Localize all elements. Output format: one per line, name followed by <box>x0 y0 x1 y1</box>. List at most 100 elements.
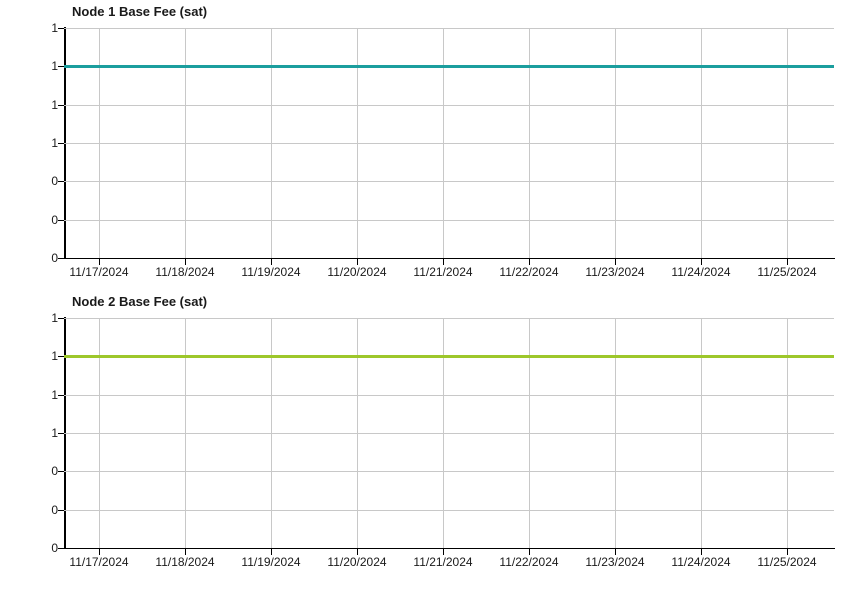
gridline-h <box>64 395 834 396</box>
x-axis-line-node-2 <box>64 548 835 549</box>
y-tick-label: 1 <box>51 311 58 325</box>
x-tick-label: 11/17/2024 <box>69 265 129 279</box>
gridline-v <box>357 318 358 548</box>
x-tick-label: 11/25/2024 <box>757 555 817 569</box>
series-marker <box>580 65 583 68</box>
x-tick-label: 11/21/2024 <box>413 555 473 569</box>
y-tick-label: 0 <box>51 251 58 265</box>
gridline-v <box>271 318 272 548</box>
gridline-h <box>64 28 834 29</box>
x-tick <box>787 549 788 555</box>
x-tick-label: 11/23/2024 <box>585 555 645 569</box>
y-tick <box>58 471 64 472</box>
x-tick-label: 11/21/2024 <box>413 265 473 279</box>
gridline-v <box>787 28 788 258</box>
gridline-v <box>99 28 100 258</box>
plot-area-node-1 <box>64 28 834 258</box>
x-tick-label: 11/19/2024 <box>241 265 301 279</box>
x-tick-label: 11/22/2024 <box>499 265 559 279</box>
plot-area-node-2 <box>64 318 834 548</box>
gridline-v <box>185 28 186 258</box>
y-tick-label: 0 <box>51 503 58 517</box>
gridline-v <box>701 318 702 548</box>
x-tick <box>271 549 272 555</box>
gridline-h <box>64 510 834 511</box>
y-tick-label: 1 <box>51 349 58 363</box>
y-tick <box>58 356 64 357</box>
x-tick <box>185 549 186 555</box>
y-tick <box>58 220 64 221</box>
x-axis-line-node-1 <box>64 258 835 259</box>
x-tick <box>615 259 616 265</box>
x-tick <box>701 259 702 265</box>
x-tick-label: 11/20/2024 <box>327 265 387 279</box>
y-tick-label: 0 <box>51 174 58 188</box>
x-tick-label: 11/18/2024 <box>155 555 215 569</box>
x-tick-label: 11/17/2024 <box>69 555 129 569</box>
gridline-h <box>64 318 834 319</box>
chart-title-node-1: Node 1 Base Fee (sat) <box>72 4 208 19</box>
x-tick <box>99 549 100 555</box>
gridline-v <box>615 28 616 258</box>
y-tick-label: 0 <box>51 213 58 227</box>
x-tick-label: 11/18/2024 <box>155 265 215 279</box>
x-tick <box>99 259 100 265</box>
gridline-v <box>615 318 616 548</box>
x-tick-label: 11/23/2024 <box>585 265 645 279</box>
x-tick <box>357 259 358 265</box>
x-tick <box>357 549 358 555</box>
series-line-node-1 <box>64 65 834 68</box>
gridline-v <box>443 318 444 548</box>
x-tick-label: 11/19/2024 <box>241 555 301 569</box>
gridline-v <box>701 28 702 258</box>
y-tick <box>58 258 64 259</box>
series-marker <box>236 65 239 68</box>
x-tick <box>529 259 530 265</box>
y-tick-label: 0 <box>51 464 58 478</box>
x-tick-label: 11/22/2024 <box>499 555 559 569</box>
gridline-v <box>529 318 530 548</box>
x-tick <box>787 259 788 265</box>
y-tick-label: 0 <box>51 541 58 555</box>
y-tick-label: 1 <box>51 426 58 440</box>
series-marker <box>752 65 755 68</box>
y-tick-label: 1 <box>51 98 58 112</box>
chart-panel-node-1: Node 1 Base Fee (sat) <box>0 0 860 290</box>
y-tick-label: 1 <box>51 136 58 150</box>
x-tick <box>443 549 444 555</box>
gridline-h <box>64 220 834 221</box>
x-tick <box>615 549 616 555</box>
x-tick <box>185 259 186 265</box>
gridline-h <box>64 143 834 144</box>
y-tick <box>58 318 64 319</box>
gridline-v <box>99 318 100 548</box>
y-tick-label: 1 <box>51 21 58 35</box>
x-tick-label: 11/24/2024 <box>671 555 731 569</box>
y-tick <box>58 548 64 549</box>
gridline-h <box>64 471 834 472</box>
y-tick-label: 1 <box>51 59 58 73</box>
x-tick <box>529 549 530 555</box>
chart-panel-node-2: Node 2 Base Fee (sat) 1 <box>0 290 860 580</box>
chart-title-node-2: Node 2 Base Fee (sat) <box>72 294 208 309</box>
x-tick-label: 11/24/2024 <box>671 265 731 279</box>
gridline-h <box>64 105 834 106</box>
y-tick <box>58 105 64 106</box>
y-tick <box>58 510 64 511</box>
y-tick-label: 1 <box>51 388 58 402</box>
gridline-h <box>64 433 834 434</box>
x-tick <box>443 259 444 265</box>
y-tick <box>58 66 64 67</box>
gridline-v <box>787 318 788 548</box>
y-tick <box>58 181 64 182</box>
x-tick <box>271 259 272 265</box>
y-tick <box>58 28 64 29</box>
series-marker <box>408 65 411 68</box>
x-tick <box>701 549 702 555</box>
series-line-node-2 <box>64 355 834 358</box>
gridline-v <box>529 28 530 258</box>
x-tick-label: 11/20/2024 <box>327 555 387 569</box>
gridline-v <box>185 318 186 548</box>
gridline-v <box>271 28 272 258</box>
